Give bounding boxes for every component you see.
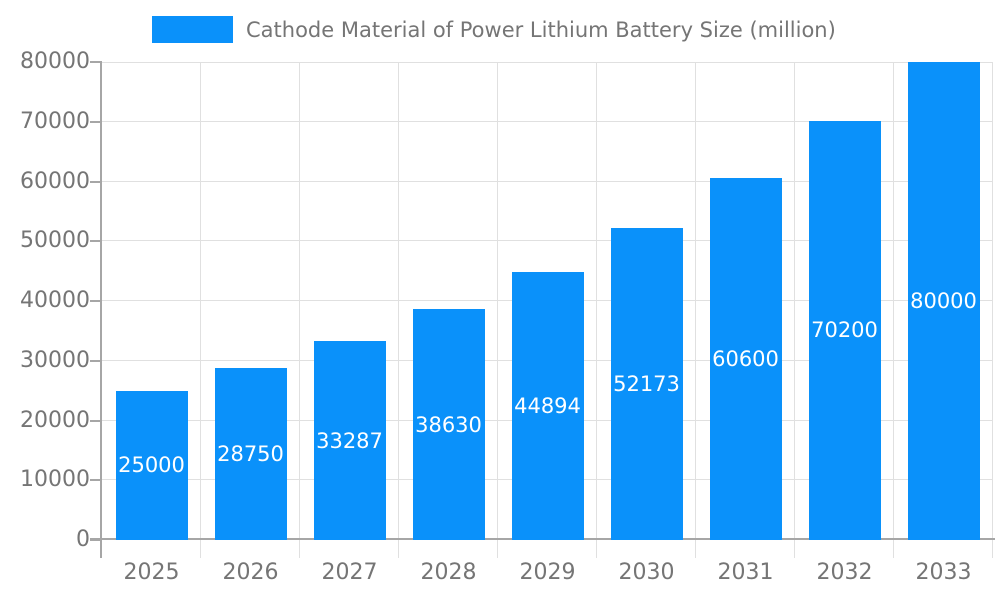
x-tick-label: 2027: [321, 560, 378, 585]
bar[interactable]: 60600: [709, 177, 782, 540]
bar[interactable]: 80000: [907, 62, 980, 540]
y-tick-label: 50000: [20, 228, 90, 254]
gridline-v: [398, 62, 399, 558]
y-axis-line: [100, 62, 102, 558]
bar-value-label: 28750: [217, 442, 284, 467]
y-tick-label: 0: [76, 527, 90, 552]
x-tick-label: 2032: [816, 560, 873, 585]
plot-area: 0 10000 20000 30000 40000 50000 60000 70000 8000…: [20, 49, 995, 585]
bar[interactable]: 44894: [511, 271, 584, 540]
x-tick-label: 2028: [420, 560, 477, 585]
y-tick-label: 20000: [20, 407, 90, 433]
legend-swatch: [152, 16, 233, 43]
y-tick: [90, 359, 102, 362]
bar-value-label: 33287: [316, 428, 383, 453]
y-tick-label: 80000: [20, 49, 90, 74]
legend[interactable]: Cathode Material of Power Lithium Batter…: [152, 16, 836, 43]
bar-value-label: 44894: [514, 393, 581, 418]
gridline-h: [102, 240, 993, 242]
bar-value-label: 38630: [415, 412, 482, 437]
y-tick: [90, 539, 102, 541]
gridline-v: [695, 62, 696, 558]
gridline-h: [102, 120, 993, 122]
gridline-v: [299, 62, 300, 558]
x-tick-label: 2031: [717, 560, 774, 585]
bar[interactable]: 38630: [412, 309, 485, 540]
bar-value-label: 52173: [613, 372, 680, 397]
x-tick-label: 2030: [618, 560, 675, 585]
gridline-v: [200, 62, 201, 558]
bar-value-label: 70200: [811, 318, 878, 343]
bar-value-label: 60600: [712, 346, 779, 371]
bar-value-label: 25000: [118, 453, 185, 478]
bar[interactable]: 52173: [610, 228, 683, 540]
y-tick: [90, 300, 102, 302]
y-tick-label: 10000: [20, 467, 90, 493]
y-tick: [90, 240, 102, 243]
y-tick-label: 70000: [20, 108, 90, 134]
x-tick-label: 2033: [915, 560, 972, 585]
gridline-v: [794, 62, 795, 558]
y-tick: [90, 419, 102, 422]
legend-label: Cathode Material of Power Lithium Batter…: [246, 17, 836, 42]
gridline-h: [102, 180, 993, 182]
gridline-h: [102, 62, 993, 63]
bar-value-label: 80000: [910, 289, 977, 313]
gridline-v: [893, 62, 894, 558]
y-tick: [90, 479, 102, 482]
x-tick-label: 2029: [519, 560, 576, 585]
y-tick-label: 60000: [20, 168, 90, 194]
gridline-v: [596, 62, 597, 558]
bar[interactable]: 33287: [313, 341, 386, 540]
y-tick: [90, 180, 102, 183]
gridline-v: [992, 62, 993, 558]
y-tick-label: 30000: [20, 347, 90, 373]
x-tick-label: 2026: [222, 560, 279, 585]
gridline-v: [497, 62, 498, 558]
bar[interactable]: 25000: [115, 390, 188, 540]
y-tick: [90, 61, 102, 63]
y-tick-label: 40000: [20, 288, 90, 313]
x-tick-label: 2025: [123, 560, 180, 585]
y-tick: [90, 120, 102, 123]
bar[interactable]: 28750: [214, 368, 287, 540]
bar[interactable]: 70200: [808, 120, 881, 540]
